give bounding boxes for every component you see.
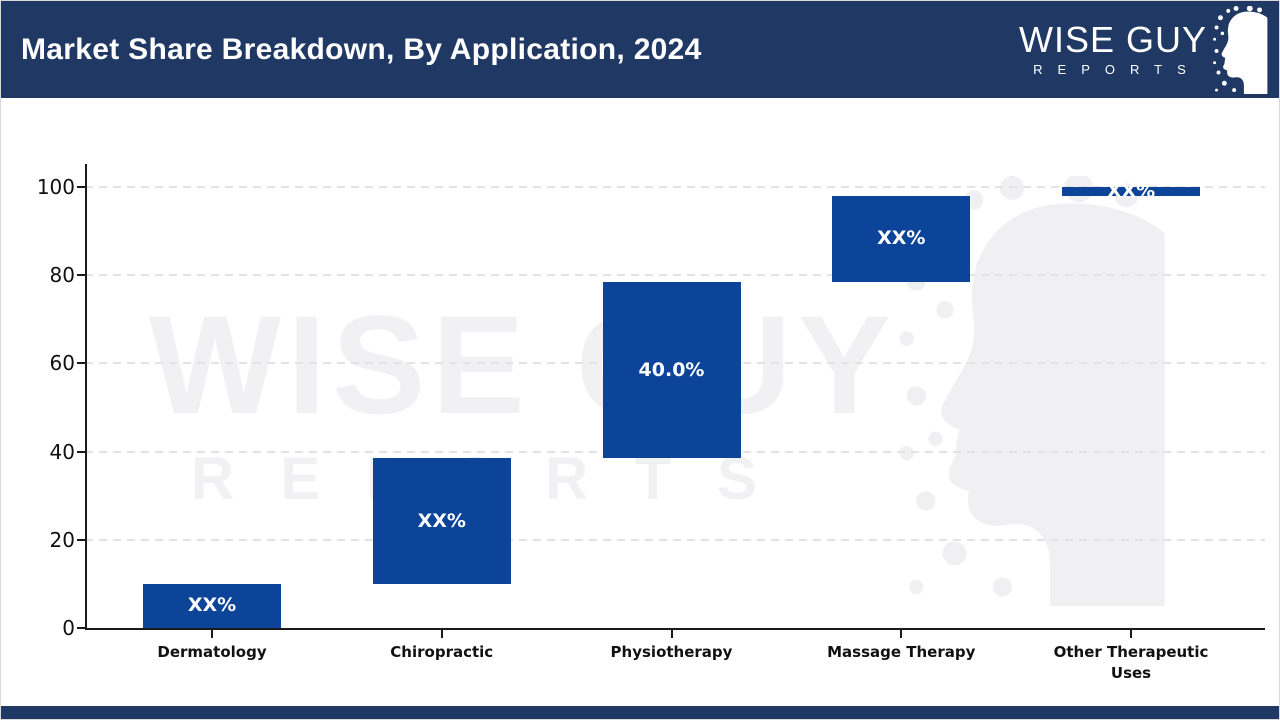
bar-segment: XX% bbox=[832, 195, 971, 282]
chart-title: Market Share Breakdown, By Application, … bbox=[21, 32, 702, 66]
y-axis-tick-label: 0 bbox=[62, 616, 75, 640]
logo-wordmark: WISE GUY bbox=[1018, 19, 1207, 60]
x-axis-category-label: Physiotherapy bbox=[610, 643, 733, 661]
x-axis-category-label: Dermatology bbox=[157, 643, 267, 661]
bar-value-label: XX% bbox=[187, 594, 237, 617]
x-axis-tick bbox=[1130, 630, 1132, 638]
bar-value-label: XX% bbox=[417, 509, 466, 532]
wise-guy-face-watermark-icon bbox=[899, 176, 1165, 606]
x-axis-tick bbox=[211, 630, 213, 638]
watermark-wordmark: WISE GUY bbox=[149, 286, 898, 443]
y-axis-tick-label: 40 bbox=[49, 439, 75, 464]
bar-segment: XX% bbox=[143, 583, 281, 628]
x-axis-tick bbox=[900, 630, 903, 638]
bar-segment: XX% bbox=[1062, 181, 1200, 200]
x-axis-category-label: Massage Therapy bbox=[827, 643, 976, 661]
bar-value-label: 40.0% bbox=[638, 358, 705, 381]
x-axis-category-label: Other Therapeutic Uses bbox=[1053, 643, 1209, 682]
y-axis-tick bbox=[77, 274, 85, 277]
y-axis-tick bbox=[77, 362, 85, 365]
y-axis-line bbox=[85, 164, 87, 630]
header-bar: Market Share Breakdown, By Application, … bbox=[1, 1, 1279, 98]
x-axis-tick bbox=[670, 630, 673, 638]
gridline bbox=[85, 274, 1265, 277]
y-axis-tick-label: 80 bbox=[49, 263, 75, 288]
y-axis-tick bbox=[77, 450, 85, 453]
gridline bbox=[85, 186, 1265, 188]
x-axis-tick bbox=[440, 630, 443, 638]
y-axis-tick bbox=[77, 538, 85, 541]
x-axis-category-label: Chiropractic bbox=[390, 643, 494, 661]
wise-guy-logo-text: WISE GUY REPORTS bbox=[1018, 19, 1207, 78]
y-axis-tick-label: 100 bbox=[36, 175, 75, 199]
logo-reports-text: REPORTS bbox=[1033, 62, 1201, 77]
y-axis-tick bbox=[77, 186, 85, 188]
wise-guy-logo: WISE GUY REPORTS bbox=[1018, 5, 1279, 94]
x-axis-line bbox=[85, 628, 1265, 630]
y-axis-tick-label: 60 bbox=[49, 351, 75, 376]
bar-value-label: XX% bbox=[877, 227, 926, 250]
gridline bbox=[85, 538, 1265, 541]
bar-value-label: XX% bbox=[1106, 179, 1156, 202]
y-axis-tick-label: 20 bbox=[49, 527, 75, 552]
y-axis-tick bbox=[77, 627, 85, 629]
wise-guy-face-icon bbox=[1213, 5, 1268, 94]
footer-bar bbox=[1, 706, 1279, 719]
bar-segment: 40.0% bbox=[602, 281, 741, 459]
bar-segment: XX% bbox=[372, 458, 511, 584]
